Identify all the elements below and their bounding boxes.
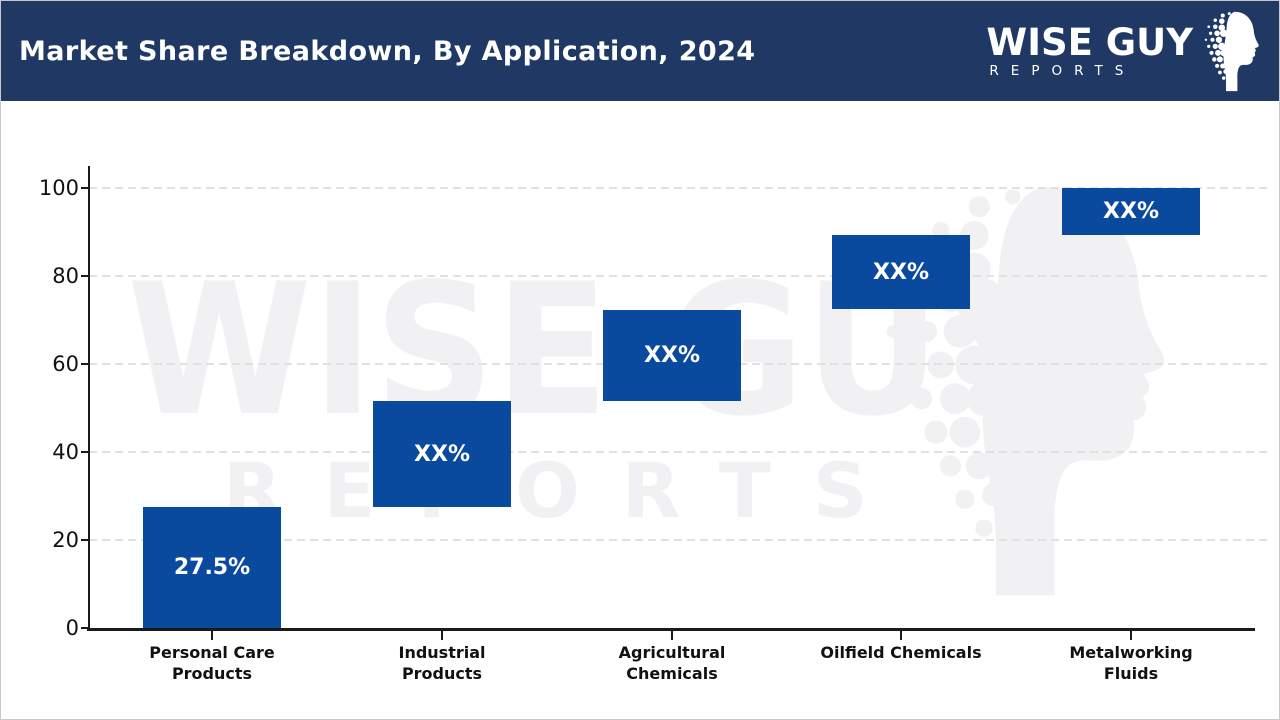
header-bar: Market Share Breakdown, By Application, … xyxy=(1,1,1279,101)
bar-value-label: 27.5% xyxy=(173,555,251,580)
gridline xyxy=(89,451,1267,453)
bar-value-label: XX% xyxy=(1103,199,1159,225)
logo-text: WISE GUY REPORTS xyxy=(986,24,1193,79)
y-tick-label: 0 xyxy=(65,616,79,640)
gridline xyxy=(89,275,1267,277)
y-tick-mark xyxy=(81,451,89,453)
bar: XX% xyxy=(373,401,511,507)
y-tick-mark xyxy=(81,539,89,541)
x-tick-mark xyxy=(671,631,673,640)
category-label: Personal Care Products xyxy=(149,643,275,684)
bar: 27.5% xyxy=(143,507,281,628)
y-tick-mark xyxy=(81,187,89,189)
category-label: Agricultural Chemicals xyxy=(618,643,726,684)
y-tick-label: 80 xyxy=(52,264,79,288)
bar-value-label: XX% xyxy=(414,441,470,467)
x-tick-mark xyxy=(1130,631,1132,640)
gridline xyxy=(89,187,1267,189)
wiseguy-logo: WISE GUY REPORTS xyxy=(986,9,1267,93)
logo-subtitle: REPORTS xyxy=(989,62,1136,79)
bar: XX% xyxy=(603,309,741,402)
wiseguy-head-icon xyxy=(1204,11,1259,92)
bar-value-label: XX% xyxy=(644,343,700,369)
bar-value-label: XX% xyxy=(873,259,929,285)
page-title: Market Share Breakdown, By Application, … xyxy=(19,35,756,67)
category-label: Metalworking Fluids xyxy=(1069,643,1193,684)
y-tick-mark xyxy=(81,363,89,365)
x-tick-mark xyxy=(900,631,902,640)
y-tick-label: 40 xyxy=(52,440,79,464)
gridline xyxy=(89,539,1267,541)
x-axis-line xyxy=(87,628,1255,631)
y-tick-mark xyxy=(81,275,89,277)
y-tick-label: 20 xyxy=(52,528,79,552)
y-tick-label: 60 xyxy=(52,352,79,376)
logo-wordmark: WISE GUY xyxy=(986,20,1193,64)
category-label: Industrial Products xyxy=(398,643,486,684)
x-tick-mark xyxy=(211,631,213,640)
category-label: Oilfield Chemicals xyxy=(820,643,982,662)
x-tick-mark xyxy=(441,631,443,640)
bar: XX% xyxy=(832,235,970,309)
bar: XX% xyxy=(1062,188,1200,236)
y-tick-mark xyxy=(81,627,89,629)
y-axis-line xyxy=(88,166,90,631)
y-tick-label: 100 xyxy=(38,176,79,200)
